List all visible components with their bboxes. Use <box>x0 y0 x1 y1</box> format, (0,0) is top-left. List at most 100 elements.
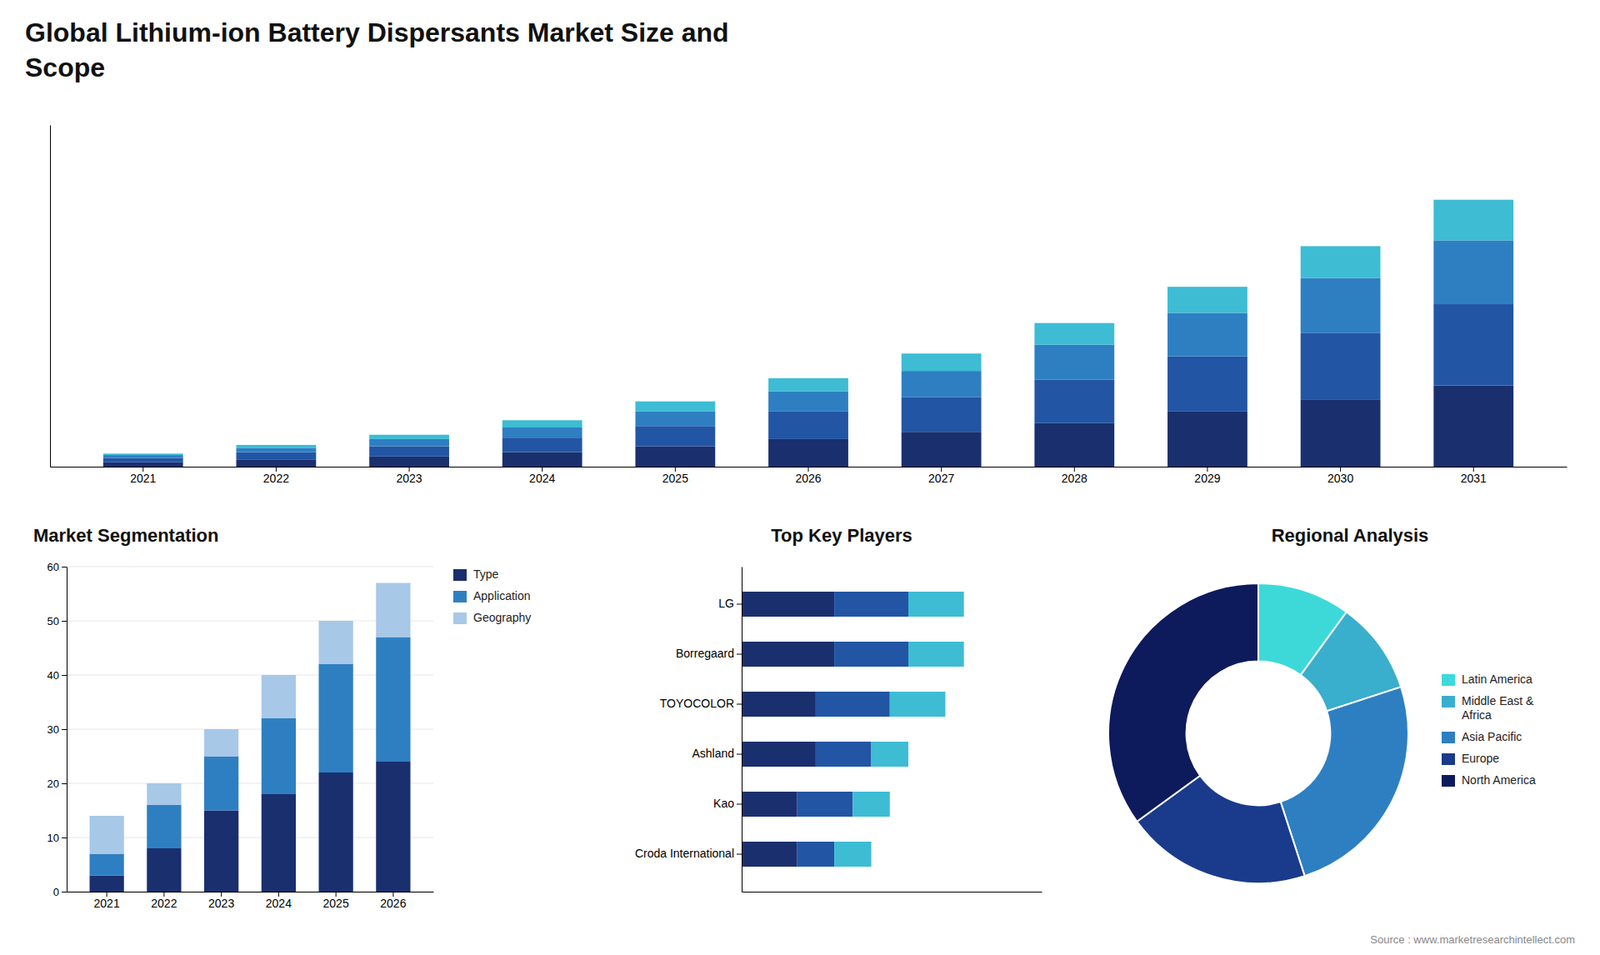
tick-label: 50 <box>47 615 60 628</box>
tick-label: 2026 <box>795 471 821 485</box>
tick: 30 <box>47 723 67 736</box>
tick-label: 2023 <box>208 896 235 910</box>
tick: TOYOCOLOR <box>660 696 742 710</box>
bar <box>375 761 410 892</box>
x-axis-line <box>67 891 435 893</box>
legend: Latin America Middle East &Africa Asia Pac… <box>1441 672 1536 787</box>
tick-label: Borregaard <box>675 646 735 660</box>
legend-label-line: Middle East & <box>1461 694 1535 708</box>
legend-swatch <box>453 569 467 581</box>
tick: 2024 <box>529 466 555 485</box>
x-axis-line <box>742 891 1043 893</box>
legend: TypeApplicationGeography <box>453 567 531 625</box>
bar <box>815 741 872 767</box>
tick-label: Croda International <box>635 846 735 860</box>
tick: 2021 <box>94 891 120 910</box>
bar <box>146 848 181 892</box>
tick-label: 2023 <box>395 471 422 485</box>
tick-label: Kao <box>713 796 735 810</box>
chart-title-line: Market Segmentation <box>33 525 220 546</box>
tick-label: 0 <box>53 885 60 899</box>
bar <box>319 772 354 892</box>
legend-label-line: Asia Pacific <box>1461 730 1522 744</box>
chart: 2021202220232024202520262027202820292030… <box>25 17 1568 485</box>
chart-title: Top Key Players <box>770 525 913 546</box>
tick-label: 2024 <box>265 896 292 910</box>
legend-label-line: Latin America <box>1461 672 1533 686</box>
bar <box>375 637 410 763</box>
tick-label: 2025 <box>323 896 350 910</box>
tick-label: LG <box>718 596 735 610</box>
bar <box>741 791 798 817</box>
bar <box>1300 245 1381 278</box>
legend-label: Application <box>473 589 531 603</box>
bar <box>741 641 835 667</box>
tick: 2025 <box>662 466 689 485</box>
legend-item: Application <box>453 589 531 603</box>
chart: 2021202220232024202520260102030405060Mar… <box>33 525 531 910</box>
bar <box>204 729 239 757</box>
bar <box>1167 356 1248 412</box>
tick-label: 2021 <box>130 471 156 485</box>
tick: Croda International <box>635 846 742 860</box>
tick: 2021 <box>130 466 156 485</box>
bar <box>1167 411 1248 467</box>
bar <box>1300 333 1381 400</box>
bar <box>375 583 410 638</box>
tick-mark <box>736 604 742 605</box>
tick: 2025 <box>323 891 350 910</box>
tick-label: 60 <box>47 560 60 574</box>
bar <box>204 756 239 811</box>
tick-label: 2022 <box>263 471 290 485</box>
bar <box>90 815 125 855</box>
chart-title: Global Lithium-ion Battery Dispersants M… <box>25 17 730 83</box>
bar <box>103 455 184 458</box>
legend-swatch <box>1441 753 1455 765</box>
bar <box>90 875 125 893</box>
bar <box>741 591 835 617</box>
tick: 2031 <box>1460 466 1487 485</box>
bar <box>502 427 583 438</box>
bar <box>236 447 317 452</box>
tick-label: 2022 <box>150 896 177 910</box>
bar <box>1034 423 1115 467</box>
chart-title-line: Global Lithium-ion Battery Dispersants M… <box>25 17 730 48</box>
bar <box>741 841 798 867</box>
legend-label-line: North America <box>1461 773 1536 787</box>
tick: 2026 <box>795 466 821 485</box>
legend-label-line: Geography <box>473 610 531 625</box>
chart-title-line: Top Key Players <box>770 525 913 546</box>
y-axis-line <box>741 567 743 893</box>
legend-item: Geography <box>453 610 531 625</box>
bar <box>635 411 715 426</box>
bar <box>103 453 184 455</box>
tick-mark <box>61 837 67 839</box>
bar <box>236 459 317 467</box>
tick: Kao <box>713 796 742 810</box>
tick-mark <box>736 804 742 805</box>
y-axis: LGBorregaardTOYOCOLORAshlandKaoCroda Int… <box>635 567 743 893</box>
bar <box>261 675 296 719</box>
annotation: Source : www.marketresearchintellect.com <box>1370 933 1575 946</box>
legend-swatch <box>1441 775 1455 787</box>
legend-label-line: Europe <box>1461 751 1500 765</box>
bar <box>890 691 946 717</box>
bar <box>834 841 871 867</box>
bar <box>1433 200 1514 241</box>
grid <box>66 566 434 892</box>
tick-label: 2026 <box>380 896 406 910</box>
legend-item: Middle East &Africa <box>1441 694 1535 722</box>
tick: 2029 <box>1194 466 1220 485</box>
pie-slice <box>1108 583 1259 822</box>
chart-title-line: Regional Analysis <box>1271 525 1430 546</box>
tick-label: 2029 <box>1194 471 1220 485</box>
plot-area <box>90 583 411 893</box>
bar <box>797 791 854 817</box>
legend-label: Latin America <box>1461 672 1533 686</box>
bar <box>103 458 184 463</box>
tick: 2022 <box>263 466 290 485</box>
y-axis-line <box>66 567 68 893</box>
bar <box>834 591 909 617</box>
tick-label: 20 <box>47 777 60 790</box>
legend-item: Asia Pacific <box>1441 730 1522 744</box>
